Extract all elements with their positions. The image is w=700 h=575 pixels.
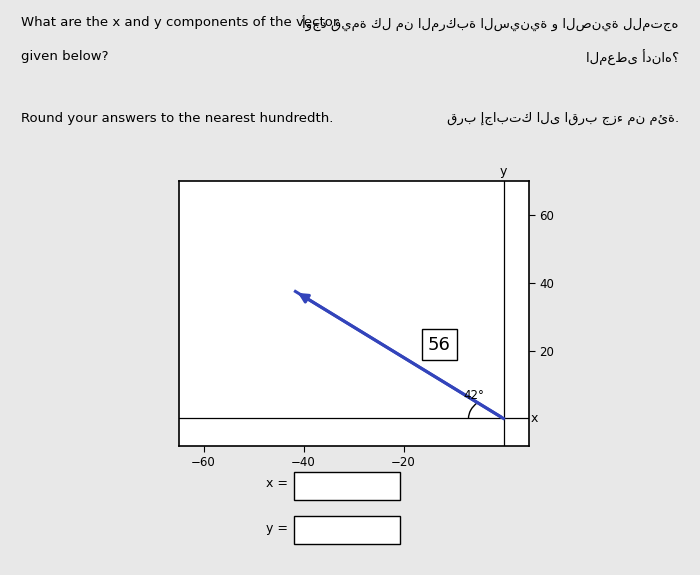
Text: x =: x =	[267, 477, 288, 490]
Text: What are the x and y components of the vector: What are the x and y components of the v…	[21, 16, 338, 29]
Text: قرب إجابتك الى اقرب جزء من مئة.: قرب إجابتك الى اقرب جزء من مئة.	[447, 112, 679, 125]
Text: Round your answers to the nearest hundredth.: Round your answers to the nearest hundre…	[21, 112, 333, 125]
Text: المعطى أدناه؟: المعطى أدناه؟	[586, 49, 679, 66]
FancyBboxPatch shape	[294, 472, 400, 500]
Text: y: y	[500, 164, 507, 178]
Text: x: x	[531, 412, 538, 425]
Text: 56: 56	[428, 336, 451, 354]
Text: 42°: 42°	[463, 389, 484, 401]
Text: given below?: given below?	[21, 49, 108, 63]
Text: y =: y =	[267, 522, 288, 535]
FancyBboxPatch shape	[294, 516, 400, 544]
Text: أوجد قيمة كل من المركبة السينية و الصنية للمتجه: أوجد قيمة كل من المركبة السينية و الصنية…	[302, 16, 679, 32]
